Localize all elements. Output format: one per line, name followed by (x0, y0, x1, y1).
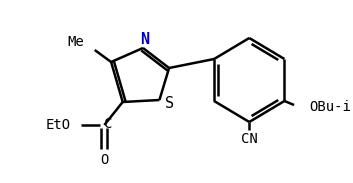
Text: OBu-i: OBu-i (309, 100, 351, 114)
Text: C: C (104, 117, 112, 131)
Text: EtO: EtO (46, 118, 71, 132)
Text: N: N (140, 33, 149, 48)
Text: S: S (164, 96, 174, 111)
Text: O: O (100, 153, 108, 167)
Text: Me: Me (67, 35, 84, 49)
Text: CN: CN (241, 132, 258, 146)
